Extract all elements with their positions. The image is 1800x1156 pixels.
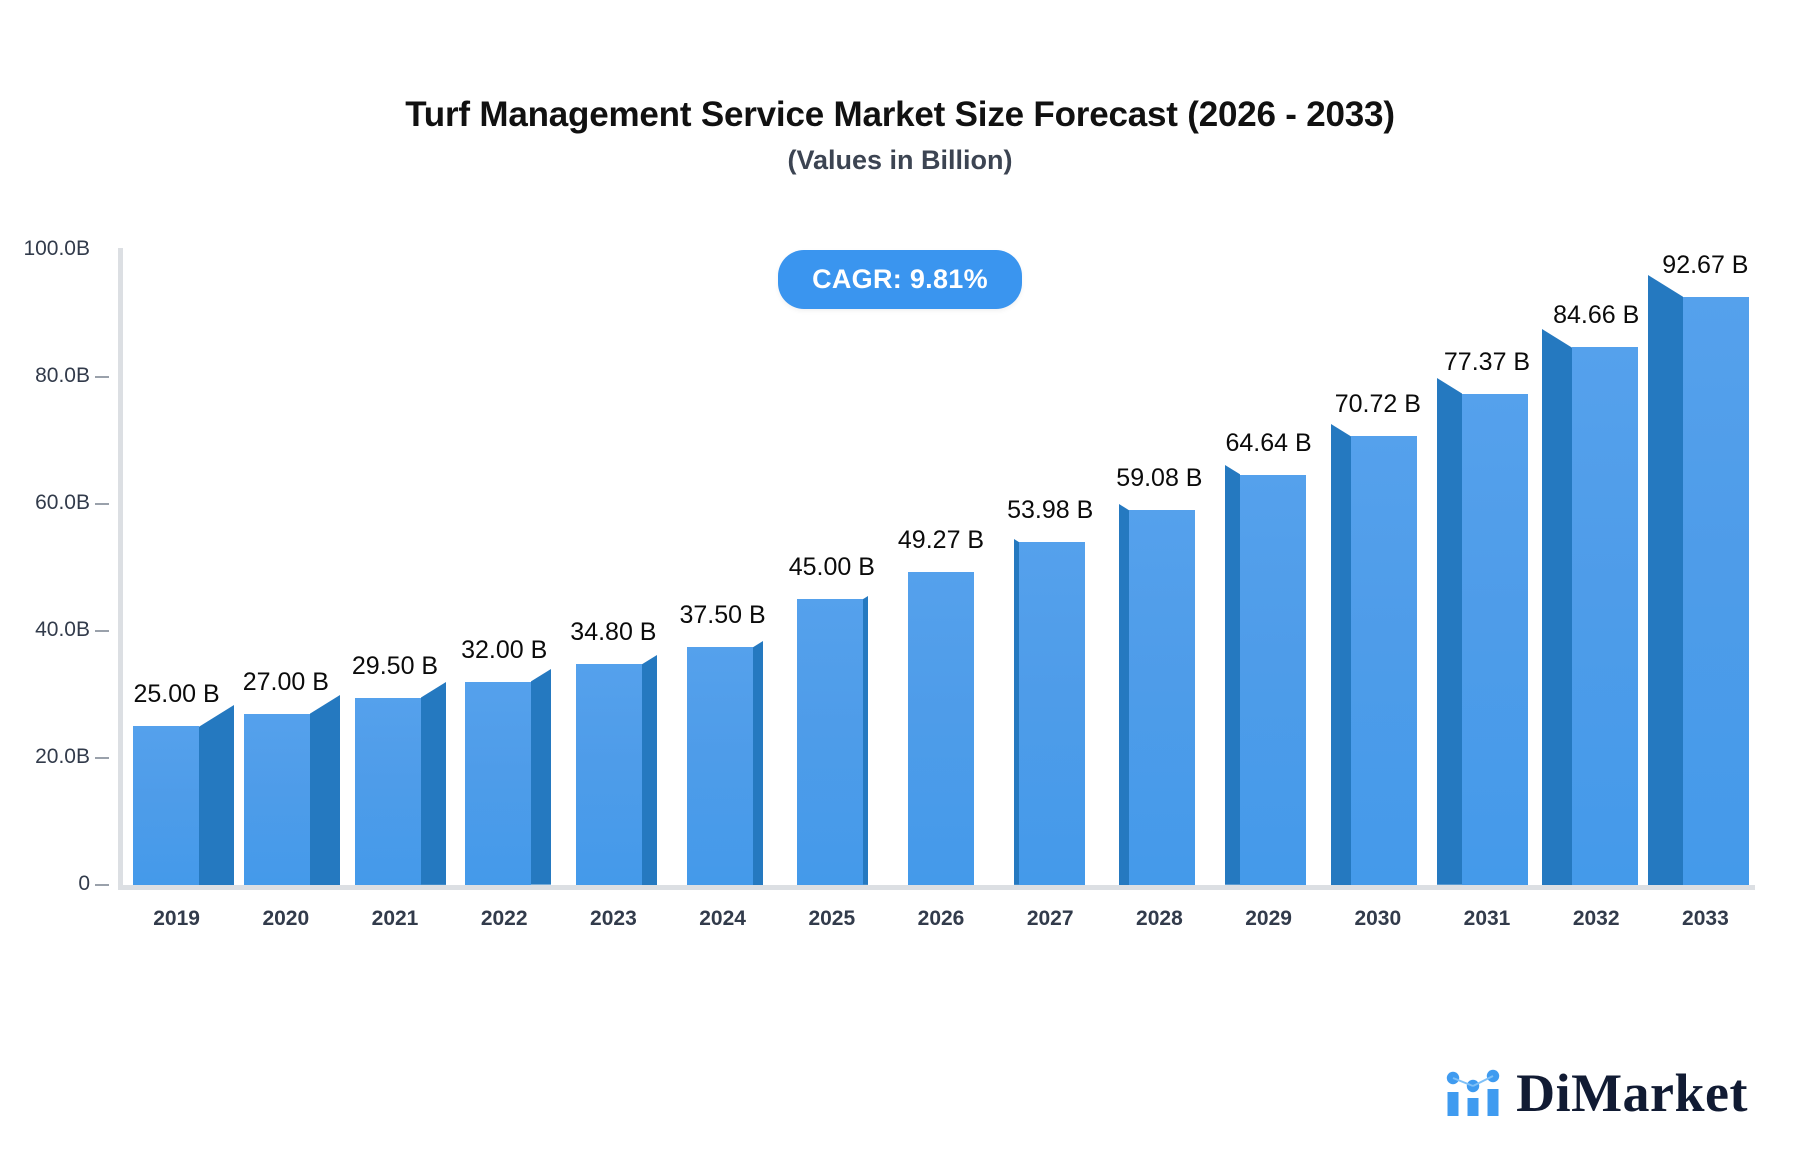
bar-side-face bbox=[531, 669, 552, 885]
bar-front-face bbox=[797, 599, 864, 885]
bar-front-face bbox=[243, 713, 310, 885]
y-axis-tick-mark bbox=[95, 630, 109, 632]
bar-side-face bbox=[1225, 465, 1241, 885]
chart-subtitle: (Values in Billion) bbox=[787, 145, 1013, 175]
bar-front-face bbox=[1572, 347, 1639, 885]
x-axis-category-label: 2024 bbox=[699, 907, 746, 930]
bar-front-face bbox=[465, 681, 532, 885]
bar-front-face bbox=[1682, 296, 1749, 885]
y-axis-tick-label: 80.0B bbox=[35, 364, 90, 387]
x-axis-category-label: 2022 bbox=[480, 907, 528, 930]
bar-front-face bbox=[575, 664, 642, 885]
y-axis-tick-label: 60.0B bbox=[35, 491, 90, 514]
bar-side-face bbox=[1119, 503, 1130, 885]
y-axis-tick-label: 20.0B bbox=[35, 745, 90, 768]
bar-value-label: 29.50 B bbox=[351, 651, 439, 680]
bar-value-label: 34.80 B bbox=[570, 618, 657, 647]
bar-value-label: 84.66 B bbox=[1553, 301, 1640, 330]
bar-front-face bbox=[908, 572, 974, 885]
y-axis-tick-mark bbox=[95, 376, 109, 378]
bar-value-label: 49.27 B bbox=[897, 526, 985, 555]
brand-logo: DiMarket bbox=[1446, 1066, 1748, 1120]
x-axis-line bbox=[118, 885, 1755, 890]
bar-side-face bbox=[1013, 539, 1019, 885]
bar-side-face bbox=[1647, 274, 1683, 885]
x-axis-category-label: 2025 bbox=[808, 907, 856, 930]
y-axis-tick-mark bbox=[95, 757, 109, 759]
x-axis-category-label: 2027 bbox=[1026, 907, 1074, 930]
bar-side-face bbox=[1330, 423, 1351, 885]
bar-value-label: 37.50 B bbox=[679, 600, 766, 629]
x-axis-category-label: 2033 bbox=[1682, 907, 1729, 930]
bar-value-label: 32.00 B bbox=[461, 635, 548, 664]
x-axis-category-label: 2023 bbox=[590, 907, 637, 930]
bar-front-face bbox=[1129, 509, 1196, 885]
bar-side-face bbox=[752, 640, 763, 885]
logo-text: DiMarket bbox=[1516, 1063, 1748, 1123]
bar-side-face bbox=[863, 596, 869, 885]
bar-value-label: 92.67 B bbox=[1662, 250, 1749, 279]
y-axis-tick-mark bbox=[95, 884, 109, 886]
y-axis-tick-label: 0 bbox=[78, 872, 90, 895]
x-axis-category-label: 2026 bbox=[917, 907, 965, 930]
bar-side-face bbox=[199, 704, 235, 885]
x-axis-category-label: 2020 bbox=[262, 907, 310, 930]
bar-value-label: 45.00 B bbox=[788, 553, 875, 582]
bar-front-face bbox=[354, 697, 421, 885]
y-axis-line bbox=[118, 248, 123, 888]
bar-front-face bbox=[1240, 474, 1307, 885]
bar-value-label: 59.08 B bbox=[1116, 463, 1203, 492]
x-axis-category-label: 2019 bbox=[153, 907, 200, 930]
bar-value-label: 53.98 B bbox=[1007, 496, 1094, 525]
bar-front-face bbox=[133, 726, 200, 885]
bar-value-label: 77.37 B bbox=[1443, 347, 1531, 376]
x-axis-category-label: 2032 bbox=[1572, 907, 1620, 930]
cagr-badge-container: CAGR: 9.81% bbox=[0, 250, 1800, 309]
bar-front-face bbox=[1018, 542, 1085, 885]
bar-value-label: 64.64 B bbox=[1225, 428, 1312, 457]
bar-front-face bbox=[1350, 435, 1417, 885]
bar-value-label: 27.00 B bbox=[242, 667, 329, 696]
x-axis-category-label: 2029 bbox=[1245, 907, 1292, 930]
bar-front-face bbox=[686, 646, 753, 885]
x-axis-category-label: 2028 bbox=[1136, 907, 1183, 930]
bar-value-label: 70.72 B bbox=[1334, 389, 1421, 418]
y-axis-tick-label: 100.0B bbox=[23, 237, 90, 260]
y-axis-tick-label: 40.0B bbox=[35, 618, 90, 641]
cagr-badge: CAGR: 9.81% bbox=[778, 250, 1022, 309]
bar-chart-icon bbox=[1446, 1069, 1500, 1116]
bar-side-face bbox=[1436, 378, 1462, 885]
y-axis-tick-mark bbox=[95, 503, 109, 505]
x-axis-category-label: 2030 bbox=[1354, 907, 1402, 930]
x-axis-category-label: 2021 bbox=[371, 907, 419, 930]
bar-side-face bbox=[641, 654, 657, 885]
bar-value-label: 25.00 B bbox=[133, 680, 220, 709]
bar-side-face bbox=[309, 694, 340, 885]
bar-side-face bbox=[420, 682, 446, 885]
x-axis-category-label: 2031 bbox=[1463, 907, 1511, 930]
bar-front-face bbox=[1461, 393, 1528, 885]
chart-title: Turf Management Service Market Size Fore… bbox=[405, 95, 1395, 134]
bar-side-face bbox=[1542, 328, 1573, 885]
